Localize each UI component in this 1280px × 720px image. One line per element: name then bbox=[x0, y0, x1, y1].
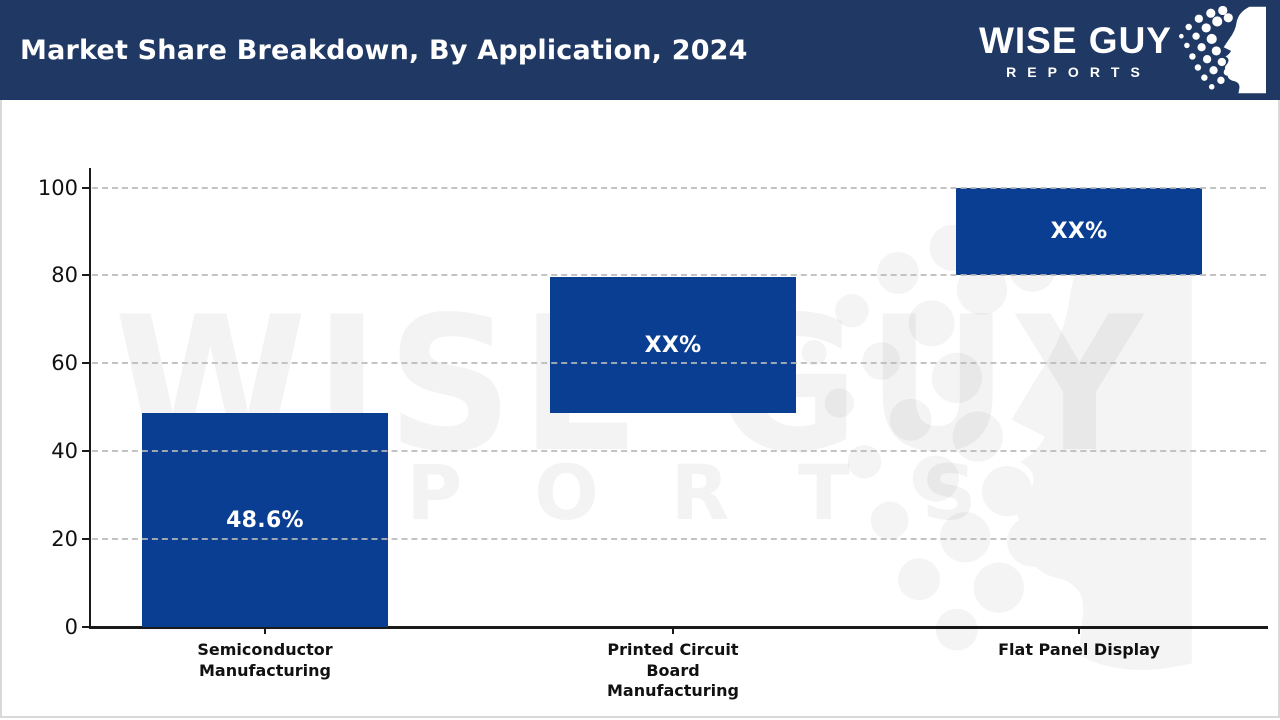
y-axis-line bbox=[89, 168, 91, 628]
gridline-20 bbox=[92, 538, 1266, 541]
y-tick-label-0: 0 bbox=[64, 615, 78, 639]
header: Market Share Breakdown, By Application, … bbox=[0, 0, 1280, 100]
bar-segment-3: XX% bbox=[956, 187, 1202, 276]
x-tick-label-1: Semiconductor Manufacturing bbox=[197, 640, 333, 680]
plot-area: 48.6% XX% XX% 0 20 40 60 80 100 Semiconductor Man… bbox=[2, 100, 1278, 716]
bar-value-label: XX% bbox=[644, 332, 702, 358]
wise-guy-logo: WISE GUY REPORTS bbox=[979, 6, 1266, 94]
logo-wordmark-sub: REPORTS bbox=[1006, 63, 1151, 80]
y-tick-label-20: 20 bbox=[51, 527, 78, 552]
logo-wordmark-main: WISE GUY bbox=[978, 19, 1172, 61]
y-tick-100 bbox=[82, 186, 90, 189]
y-tick-20 bbox=[82, 538, 90, 541]
bar-segment-1: 48.6% bbox=[142, 413, 388, 627]
x-tick-label-3: Flat Panel Display bbox=[998, 640, 1160, 659]
x-tick-2 bbox=[672, 627, 674, 634]
chart-canvas: WISE GUY REPORTS 48.6%XX%XX%020406080100… bbox=[0, 100, 1280, 718]
y-tick-label-40: 40 bbox=[51, 439, 78, 464]
x-tick-label-2: Printed Circuit Board Manufacturing bbox=[607, 640, 739, 700]
y-tick-label-60: 60 bbox=[51, 351, 78, 376]
gridline-40 bbox=[92, 450, 1266, 453]
x-tick-1 bbox=[264, 627, 266, 634]
x-tick-3 bbox=[1078, 627, 1080, 634]
page-title: Market Share Breakdown, By Application, … bbox=[20, 34, 748, 66]
y-tick-label-80: 80 bbox=[51, 263, 78, 288]
gridline-80 bbox=[92, 274, 1266, 277]
gridline-60 bbox=[92, 362, 1266, 365]
logo-face-icon bbox=[1179, 6, 1266, 94]
gridline-100 bbox=[92, 186, 1266, 189]
logo-wordmark: WISE GUY REPORTS bbox=[979, 22, 1172, 79]
x-axis-line bbox=[89, 626, 1268, 629]
y-tick-60 bbox=[82, 362, 90, 365]
bar-segment-2: XX% bbox=[550, 277, 796, 414]
y-tick-0 bbox=[82, 626, 90, 628]
bar-value-label: XX% bbox=[1050, 218, 1108, 244]
y-tick-label-100: 100 bbox=[37, 175, 78, 200]
y-tick-80 bbox=[82, 274, 90, 277]
y-tick-40 bbox=[82, 450, 90, 453]
bar-value-label: 48.6% bbox=[226, 507, 304, 533]
